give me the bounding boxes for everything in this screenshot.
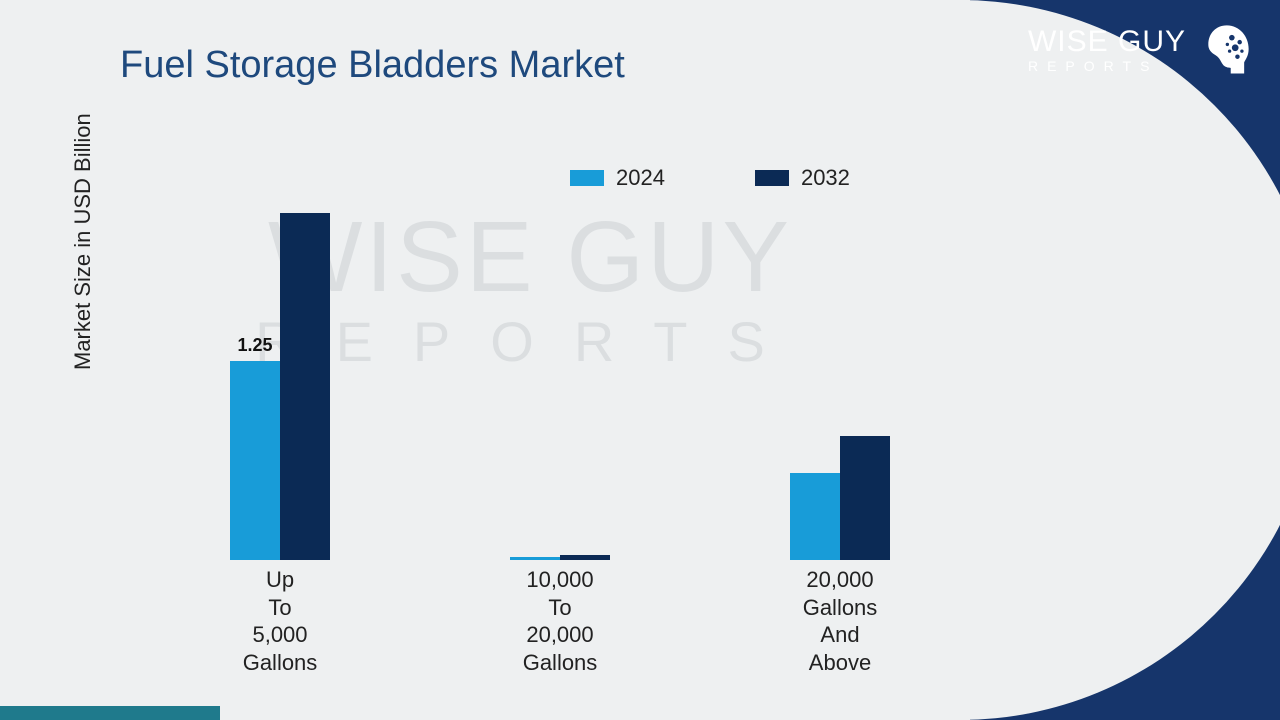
brand-logo: WISE GUY REPORTS [1028,22,1252,78]
legend: 2024 2032 [570,165,850,191]
bar-2024: 1.25 [230,361,280,560]
legend-label-2032: 2032 [801,165,850,191]
bar-2032 [840,436,890,560]
chart-title: Fuel Storage Bladders Market [120,44,625,87]
bar-2024 [510,557,560,560]
bar-2032 [280,213,330,560]
bar-group [790,436,890,560]
legend-swatch-2024 [570,170,604,186]
y-axis-label: Market Size in USD Billion [70,113,96,370]
brand-text-top: WISE GUY [1028,27,1186,57]
brand-text-bottom: REPORTS [1028,59,1186,73]
x-axis-label: 10,000 To 20,000 Gallons [460,566,660,676]
bottom-left-strip [0,706,220,720]
legend-item-2024: 2024 [570,165,665,191]
bar-value-label: 1.25 [237,335,272,356]
bar-2024 [790,473,840,561]
brand-head-icon [1196,22,1252,78]
bar-2032 [560,555,610,560]
right-panel [970,0,1280,720]
x-axis-label: 20,000 Gallons And Above [740,566,940,676]
x-axis-label: Up To 5,000 Gallons [180,566,380,676]
bar-group: 1.25 [230,213,330,560]
legend-label-2024: 2024 [616,165,665,191]
legend-swatch-2032 [755,170,789,186]
bar-group [510,555,610,560]
chart-canvas: WISE GUY REPORTS WISE GUY REPORTS Fuel S… [0,0,1280,720]
legend-item-2032: 2032 [755,165,850,191]
plot-area: 1.25 [120,210,960,560]
